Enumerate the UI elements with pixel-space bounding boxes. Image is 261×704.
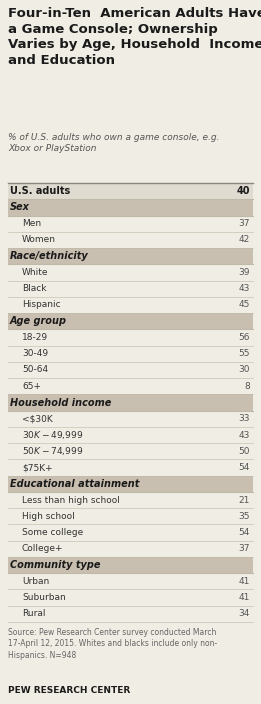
Text: 8: 8	[244, 382, 250, 391]
Text: Urban: Urban	[22, 577, 49, 586]
Text: Community type: Community type	[10, 560, 100, 570]
Text: Some college: Some college	[22, 528, 83, 537]
Bar	[8, 443, 253, 460]
Bar	[8, 378, 253, 394]
Bar	[8, 183, 253, 199]
Text: Age group: Age group	[10, 316, 67, 326]
Text: 43: 43	[239, 431, 250, 439]
Text: 65+: 65+	[22, 382, 41, 391]
Bar	[8, 589, 253, 605]
Text: <$30K: <$30K	[22, 414, 53, 423]
Text: U.S. adults: U.S. adults	[10, 186, 70, 196]
Text: Four-in-Ten  American Adults Have
a Game Console; Ownership
Varies by Age, House: Four-in-Ten American Adults Have a Game …	[8, 7, 261, 66]
Text: $50K-$74,999: $50K-$74,999	[22, 445, 83, 458]
Text: Household income: Household income	[10, 398, 111, 408]
Text: 21: 21	[239, 496, 250, 505]
Bar	[8, 394, 253, 410]
Bar	[8, 410, 253, 427]
Text: 39: 39	[239, 268, 250, 277]
Bar	[8, 573, 253, 589]
Text: High school: High school	[22, 512, 75, 521]
Text: 37: 37	[239, 544, 250, 553]
Text: Sex: Sex	[10, 202, 30, 213]
Text: 50-64: 50-64	[22, 365, 48, 375]
Text: College+: College+	[22, 544, 63, 553]
Bar	[8, 313, 253, 329]
Text: 34: 34	[239, 610, 250, 618]
Bar	[8, 605, 253, 622]
Text: 43: 43	[239, 284, 250, 293]
Text: Women: Women	[22, 235, 56, 244]
Bar	[8, 297, 253, 313]
Text: 33: 33	[239, 414, 250, 423]
Bar	[8, 492, 253, 508]
Bar	[8, 232, 253, 248]
Text: Men: Men	[22, 219, 41, 228]
Text: PEW RESEARCH CENTER: PEW RESEARCH CENTER	[8, 686, 130, 695]
Bar	[8, 541, 253, 557]
Text: % of U.S. adults who own a game console, e.g.
Xbox or PlayStation: % of U.S. adults who own a game console,…	[8, 133, 220, 153]
Bar	[8, 281, 253, 297]
Text: 40: 40	[236, 186, 250, 196]
Text: 18-29: 18-29	[22, 333, 48, 342]
Bar	[8, 524, 253, 541]
Text: 30-49: 30-49	[22, 349, 48, 358]
Text: 41: 41	[239, 593, 250, 602]
Text: 30: 30	[239, 365, 250, 375]
Text: $30K-$49,999: $30K-$49,999	[22, 429, 83, 441]
Bar	[8, 427, 253, 443]
Text: 54: 54	[239, 528, 250, 537]
Text: $75K+: $75K+	[22, 463, 53, 472]
Bar	[8, 329, 253, 346]
Text: 56: 56	[239, 333, 250, 342]
Bar	[8, 199, 253, 215]
Text: 54: 54	[239, 463, 250, 472]
Text: Black: Black	[22, 284, 46, 293]
Text: Suburban: Suburban	[22, 593, 66, 602]
Text: Less than high school: Less than high school	[22, 496, 120, 505]
Bar	[8, 557, 253, 573]
Text: 42: 42	[239, 235, 250, 244]
Bar	[8, 248, 253, 264]
Bar	[8, 264, 253, 281]
Text: White: White	[22, 268, 49, 277]
Bar	[8, 346, 253, 362]
Text: Hispanic: Hispanic	[22, 301, 61, 310]
Bar	[8, 508, 253, 524]
Text: 35: 35	[239, 512, 250, 521]
Text: Rural: Rural	[22, 610, 45, 618]
Text: 41: 41	[239, 577, 250, 586]
Text: Source: Pew Research Center survey conducted March
17-April 12, 2015. Whites and: Source: Pew Research Center survey condu…	[8, 628, 217, 660]
Bar	[8, 476, 253, 492]
Text: 55: 55	[239, 349, 250, 358]
Text: Educational attainment: Educational attainment	[10, 479, 139, 489]
Text: Race/ethnicity: Race/ethnicity	[10, 251, 89, 261]
Text: 50: 50	[239, 447, 250, 455]
Text: 45: 45	[239, 301, 250, 310]
Text: 37: 37	[239, 219, 250, 228]
Bar	[8, 215, 253, 232]
Bar	[8, 460, 253, 476]
Bar	[8, 362, 253, 378]
